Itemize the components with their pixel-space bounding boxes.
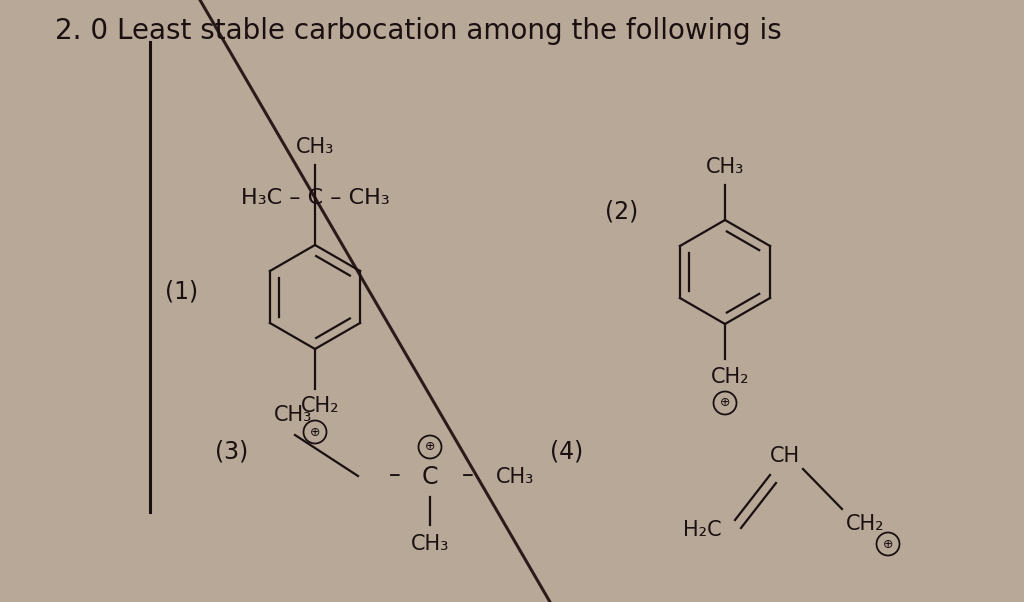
Text: CH: CH <box>770 446 800 466</box>
Text: C: C <box>422 465 438 489</box>
Text: CH₃: CH₃ <box>273 405 312 425</box>
Text: ⊕: ⊕ <box>883 538 893 550</box>
Text: ⊕: ⊕ <box>309 426 321 438</box>
Text: CH₃: CH₃ <box>496 467 535 487</box>
Text: CH₂: CH₂ <box>846 514 885 534</box>
Text: H₂C: H₂C <box>683 520 721 540</box>
Text: (1): (1) <box>165 280 198 304</box>
Text: (3): (3) <box>215 440 248 464</box>
Text: ⊕: ⊕ <box>425 441 435 453</box>
Text: (2): (2) <box>605 200 638 224</box>
Text: 2. 0 Least stable carbocation among the following is: 2. 0 Least stable carbocation among the … <box>55 17 781 45</box>
Text: –: – <box>389 463 400 487</box>
Text: ⊕: ⊕ <box>720 397 730 409</box>
Text: CH₂: CH₂ <box>711 367 750 387</box>
Text: (4): (4) <box>550 440 584 464</box>
Text: CH₃: CH₃ <box>706 157 744 177</box>
Text: CH₃: CH₃ <box>296 137 334 157</box>
Text: CH₂: CH₂ <box>301 396 339 416</box>
Text: –: – <box>462 463 474 487</box>
Text: CH₃: CH₃ <box>411 534 450 554</box>
Text: H₃C – C – CH₃: H₃C – C – CH₃ <box>241 188 389 208</box>
